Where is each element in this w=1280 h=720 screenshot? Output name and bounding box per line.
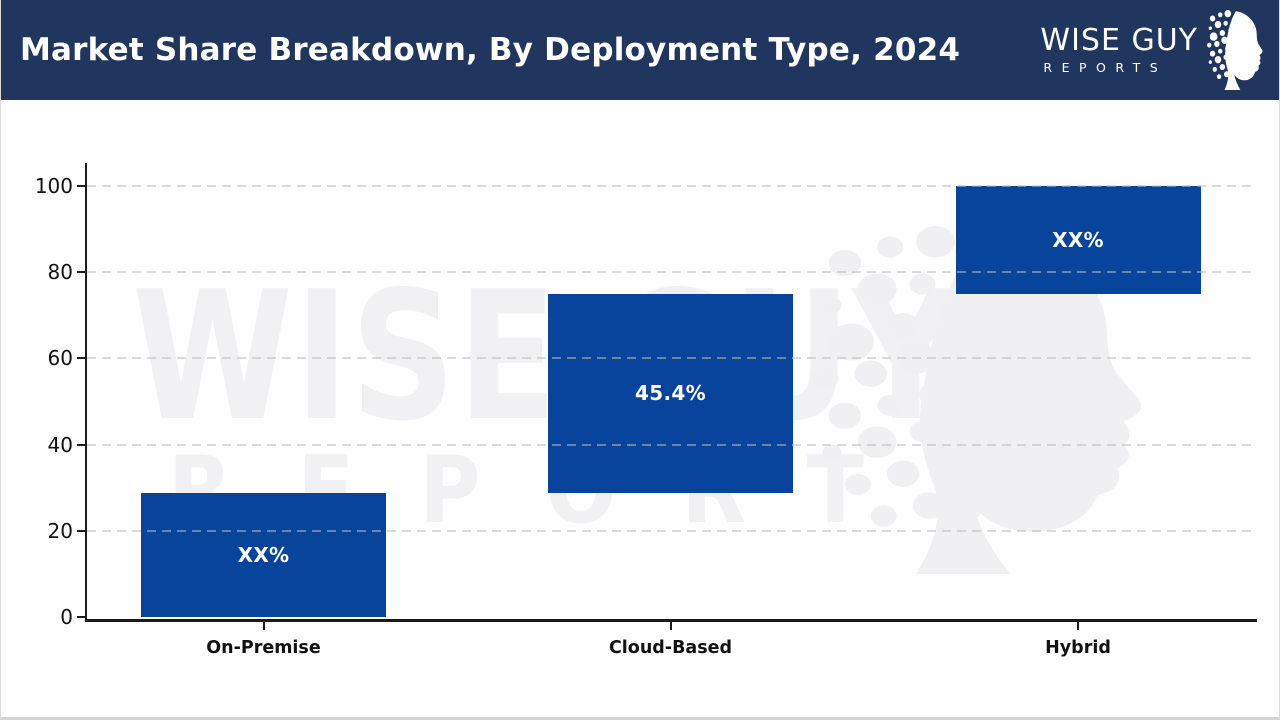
x-tick-mark (1077, 622, 1079, 630)
gridline-y-60 (87, 357, 1256, 360)
y-axis-line (85, 163, 87, 622)
gridline-y-80 (87, 271, 1256, 274)
page-title: Market Share Breakdown, By Deployment Ty… (20, 32, 961, 68)
bar-value-label: XX% (1052, 227, 1104, 252)
bar-cloud-based: 45.4% (548, 293, 793, 493)
x-tick-mark (262, 622, 265, 630)
y-tick-mark (77, 443, 86, 446)
y-tick-mark (77, 271, 86, 274)
logo-reports-text: REPORTS (1043, 59, 1168, 75)
x-axis-label: On-Premise (206, 638, 321, 658)
logo-text: WISE GUY REPORTS (1040, 22, 1198, 75)
gridline-y-100 (87, 185, 1256, 187)
logo-wordmark: WISE GUY (1040, 22, 1198, 58)
logo-dotted-face-icon (1207, 10, 1263, 90)
wise-guy-reports-logo: WISE GUY REPORTS (1040, 10, 1280, 90)
bar-value-label: XX% (237, 542, 290, 567)
gridline-y-40 (87, 443, 1256, 446)
y-tick-label: 20 (47, 518, 73, 543)
gridline-y-20 (87, 529, 1256, 532)
bar-hybrid: XX% (955, 186, 1201, 294)
y-tick-label: 80 (47, 260, 73, 285)
x-axis-label: Cloud-Based (608, 638, 733, 658)
y-tick-mark (77, 185, 86, 187)
y-tick-mark (77, 357, 86, 360)
x-axis-line (85, 619, 1257, 622)
bar-value-label: 45.4% (635, 381, 706, 406)
header: Market Share Breakdown, By Deployment Ty… (0, 0, 1280, 100)
y-tick-label: 0 (60, 605, 73, 629)
x-axis-label: Hybrid (1045, 638, 1111, 658)
y-tick-mark (77, 529, 86, 532)
y-tick-label: 40 (47, 432, 73, 457)
y-tick-label: 100 (34, 174, 73, 198)
bar-on-premise: XX% (141, 492, 386, 617)
x-tick-mark (669, 622, 672, 630)
y-tick-mark (77, 616, 86, 618)
y-tick-label: 60 (47, 346, 73, 371)
